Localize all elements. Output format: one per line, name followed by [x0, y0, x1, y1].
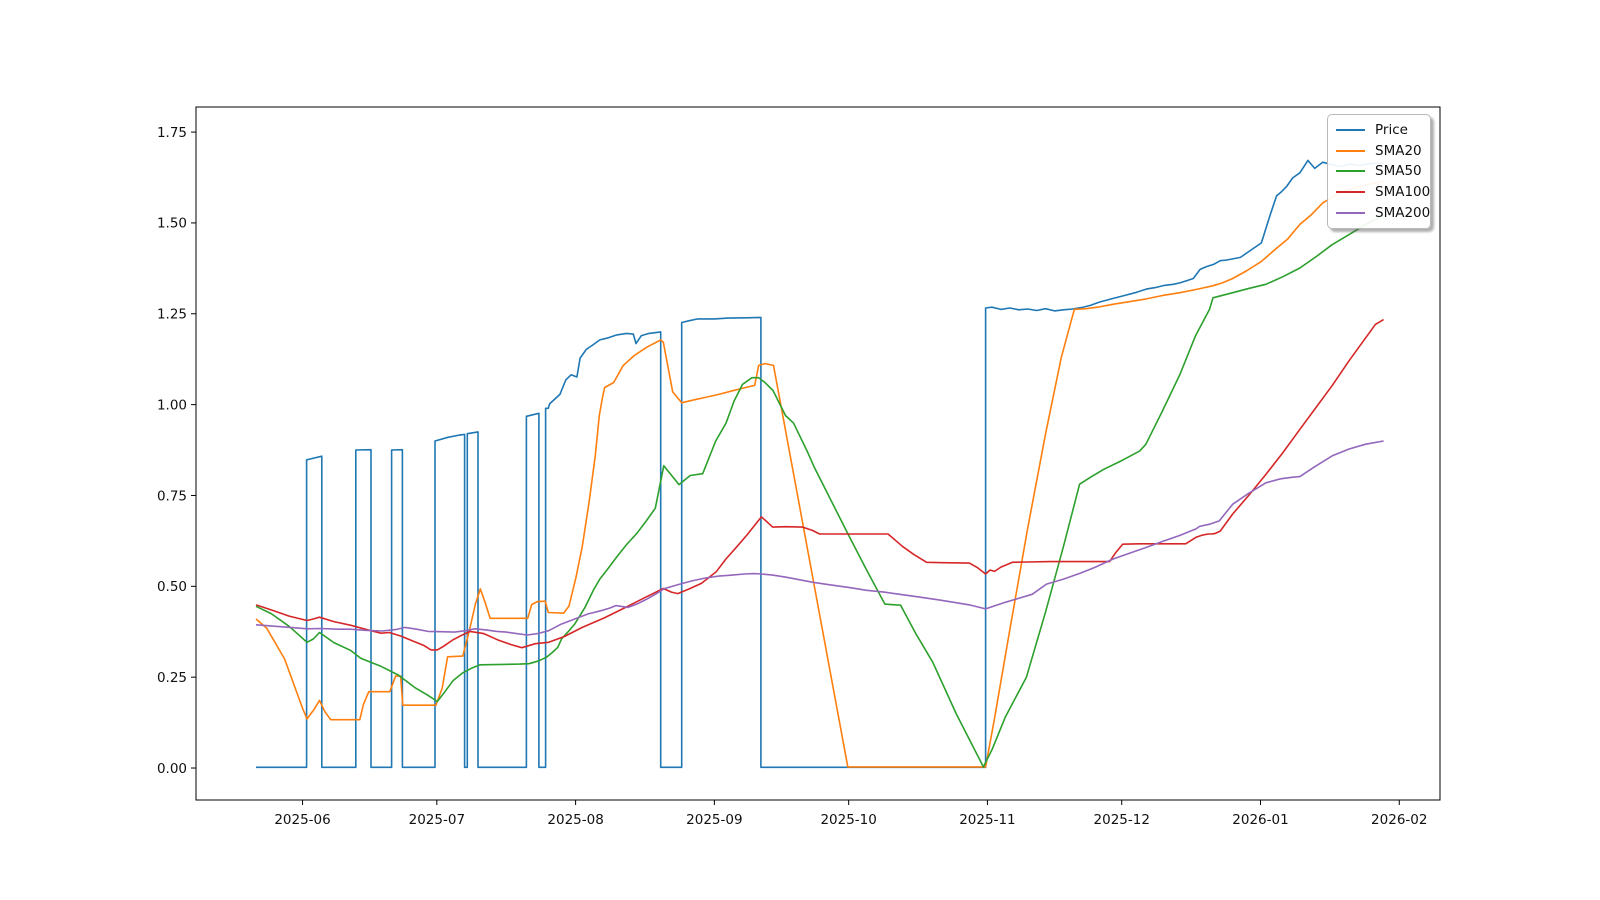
- legend-line-sample-sma50: [1336, 170, 1365, 173]
- x-tick-label: 2025-09: [686, 812, 742, 828]
- x-tick-label: 2025-10: [820, 812, 876, 828]
- y-tick-label: 0.50: [157, 579, 187, 595]
- y-tick-label: 1.25: [157, 307, 187, 323]
- y-tick-label: 1.75: [157, 125, 187, 141]
- y-tick-label: 0.00: [157, 761, 187, 777]
- legend-label: SMA20: [1375, 142, 1422, 159]
- y-tick-label: 1.50: [157, 216, 187, 232]
- legend-item-sma100: SMA100: [1336, 182, 1430, 203]
- x-tick-label: 2025-11: [959, 812, 1015, 828]
- legend-label: Price: [1375, 122, 1408, 139]
- legend-item-sma200: SMA200: [1336, 202, 1430, 223]
- x-tick-label: 2025-07: [409, 812, 465, 828]
- series-line-sma100: [255, 318, 1385, 651]
- series-line-sma200: [255, 440, 1384, 636]
- legend-item-sma20: SMA20: [1336, 141, 1422, 162]
- x-tick-label: 2025-12: [1094, 812, 1150, 828]
- legend-line-sample-price: [1336, 129, 1365, 132]
- legend-item-sma50: SMA50: [1336, 161, 1422, 182]
- y-tick-label: 1.00: [157, 397, 187, 413]
- plot-border: [195, 106, 1441, 801]
- series-line-sma50: [255, 214, 1384, 768]
- series-line-price: [256, 159, 1384, 769]
- legend-line-sample-sma20: [1336, 149, 1365, 152]
- series-line-sma20: [255, 180, 1384, 768]
- legend-label: SMA100: [1375, 184, 1431, 201]
- x-tick-label: 2026-02: [1371, 812, 1427, 828]
- x-tick-label: 2026-01: [1232, 812, 1288, 828]
- x-tick-label: 2025-06: [274, 812, 330, 828]
- legend: Price SMA20 SMA50 SMA100 SMA200: [1327, 114, 1431, 229]
- legend-label: SMA50: [1375, 163, 1422, 180]
- legend-item-price: Price: [1336, 120, 1421, 141]
- y-tick-label: 0.75: [157, 488, 187, 504]
- legend-line-sample-sma100: [1336, 191, 1365, 194]
- y-tick-label: 0.25: [157, 670, 187, 686]
- legend-label: SMA200: [1375, 204, 1431, 221]
- legend-line-sample-sma200: [1336, 211, 1365, 214]
- x-tick-label: 2025-08: [547, 812, 603, 828]
